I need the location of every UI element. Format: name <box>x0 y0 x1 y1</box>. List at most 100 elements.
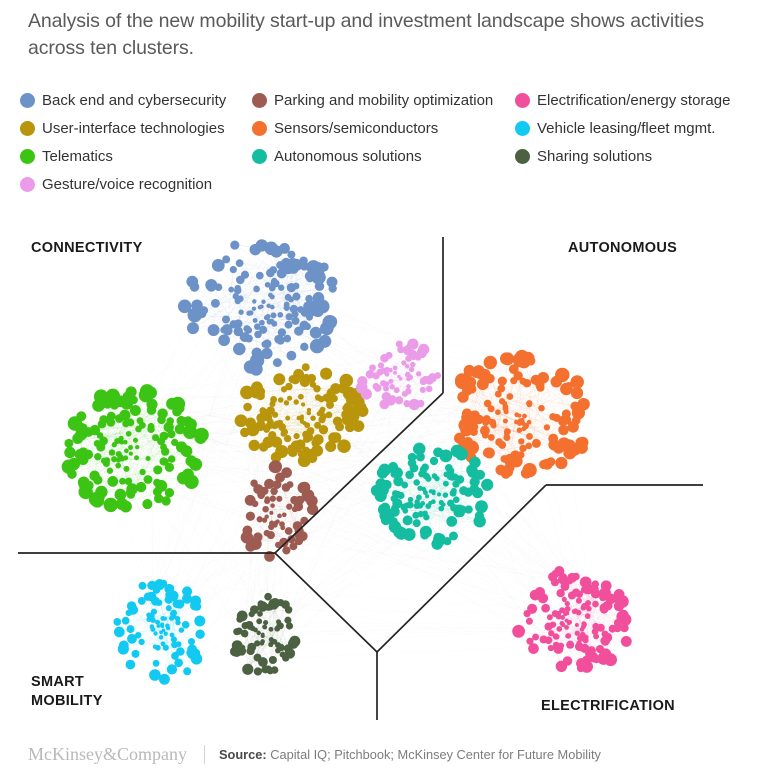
data-bubble[interactable] <box>393 387 400 394</box>
data-bubble[interactable] <box>261 347 273 360</box>
data-bubble[interactable] <box>575 597 582 604</box>
data-bubble[interactable] <box>299 320 309 331</box>
data-bubble[interactable] <box>268 655 277 665</box>
data-bubble[interactable] <box>342 404 350 412</box>
data-bubble[interactable] <box>301 402 306 407</box>
data-bubble[interactable] <box>620 623 629 633</box>
data-bubble[interactable] <box>591 580 600 588</box>
data-bubble[interactable] <box>419 386 426 393</box>
data-bubble[interactable] <box>400 503 408 511</box>
data-bubble[interactable] <box>597 652 610 665</box>
data-bubble[interactable] <box>218 334 230 347</box>
data-bubble[interactable] <box>405 355 412 362</box>
data-bubble[interactable] <box>475 500 488 514</box>
data-bubble[interactable] <box>335 422 345 432</box>
data-bubble[interactable] <box>481 377 490 386</box>
data-bubble[interactable] <box>453 432 466 444</box>
legend-item-telematics[interactable]: Telematics <box>20 142 252 170</box>
data-bubble[interactable] <box>467 415 479 426</box>
data-bubble[interactable] <box>564 624 570 630</box>
data-bubble[interactable] <box>235 259 244 267</box>
data-bubble[interactable] <box>541 603 550 613</box>
data-bubble[interactable] <box>497 384 506 393</box>
data-bubble[interactable] <box>560 622 566 628</box>
data-bubble[interactable] <box>245 417 256 429</box>
data-bubble[interactable] <box>314 281 325 292</box>
data-bubble[interactable] <box>122 439 128 445</box>
data-bubble[interactable] <box>160 641 166 647</box>
data-bubble[interactable] <box>131 649 140 658</box>
data-bubble[interactable] <box>268 626 274 632</box>
data-bubble[interactable] <box>304 433 314 442</box>
data-bubble[interactable] <box>285 313 293 321</box>
data-bubble[interactable] <box>555 367 570 383</box>
data-bubble[interactable] <box>253 532 263 542</box>
data-bubble[interactable] <box>259 319 265 326</box>
data-bubble[interactable] <box>245 511 256 521</box>
data-bubble[interactable] <box>487 405 495 413</box>
data-bubble[interactable] <box>165 605 172 612</box>
data-bubble[interactable] <box>138 638 145 646</box>
data-bubble[interactable] <box>103 457 111 464</box>
data-bubble[interactable] <box>285 382 293 391</box>
data-bubble[interactable] <box>210 298 220 308</box>
data-bubble[interactable] <box>401 360 407 366</box>
data-bubble[interactable] <box>565 633 570 639</box>
data-bubble[interactable] <box>266 303 271 309</box>
data-bubble[interactable] <box>416 494 422 501</box>
data-bubble[interactable] <box>235 627 243 635</box>
data-bubble[interactable] <box>134 444 140 450</box>
data-bubble[interactable] <box>262 436 275 448</box>
data-bubble[interactable] <box>495 464 507 476</box>
data-bubble[interactable] <box>264 665 272 673</box>
data-bubble[interactable] <box>276 622 284 630</box>
data-bubble[interactable] <box>289 304 299 314</box>
data-bubble[interactable] <box>552 413 561 422</box>
data-bubble[interactable] <box>115 497 129 511</box>
data-bubble[interactable] <box>525 442 533 450</box>
data-bubble[interactable] <box>284 527 293 535</box>
data-bubble[interactable] <box>251 500 259 508</box>
data-bubble[interactable] <box>270 280 278 287</box>
data-bubble[interactable] <box>125 430 132 437</box>
data-bubble[interactable] <box>171 438 179 447</box>
data-bubble[interactable] <box>388 395 397 404</box>
data-bubble[interactable] <box>459 486 469 496</box>
data-bubble[interactable] <box>153 631 158 636</box>
data-bubble[interactable] <box>516 427 523 433</box>
data-bubble[interactable] <box>115 451 122 458</box>
data-bubble[interactable] <box>150 670 160 680</box>
data-bubble[interactable] <box>270 487 278 496</box>
data-bubble[interactable] <box>405 388 412 395</box>
data-bubble[interactable] <box>425 385 433 393</box>
data-bubble[interactable] <box>175 619 181 626</box>
data-bubble[interactable] <box>128 445 133 450</box>
data-bubble[interactable] <box>222 255 231 264</box>
data-bubble[interactable] <box>406 376 411 381</box>
data-bubble[interactable] <box>182 593 192 604</box>
data-bubble[interactable] <box>282 546 291 555</box>
data-bubble[interactable] <box>307 373 317 383</box>
data-bubble[interactable] <box>572 572 580 581</box>
legend-item-parking-and-mobility-optimization[interactable]: Parking and mobility optimization <box>252 86 515 114</box>
data-bubble[interactable] <box>248 310 254 316</box>
data-bubble[interactable] <box>279 242 290 254</box>
data-bubble[interactable] <box>167 455 176 463</box>
data-bubble[interactable] <box>174 616 181 622</box>
data-bubble[interactable] <box>267 418 274 426</box>
data-bubble[interactable] <box>229 320 238 329</box>
data-bubble[interactable] <box>465 410 473 418</box>
data-bubble[interactable] <box>127 633 137 644</box>
data-bubble[interactable] <box>275 519 280 524</box>
data-bubble[interactable] <box>562 656 573 666</box>
data-bubble[interactable] <box>498 441 507 449</box>
data-bubble[interactable] <box>276 335 285 345</box>
data-bubble[interactable] <box>264 592 272 601</box>
data-bubble[interactable] <box>407 458 417 468</box>
data-bubble[interactable] <box>262 505 269 513</box>
data-bubble[interactable] <box>146 612 152 618</box>
data-bubble[interactable] <box>254 422 263 431</box>
data-bubble[interactable] <box>163 421 174 433</box>
data-bubble[interactable] <box>602 632 613 643</box>
data-bubble[interactable] <box>452 480 460 488</box>
